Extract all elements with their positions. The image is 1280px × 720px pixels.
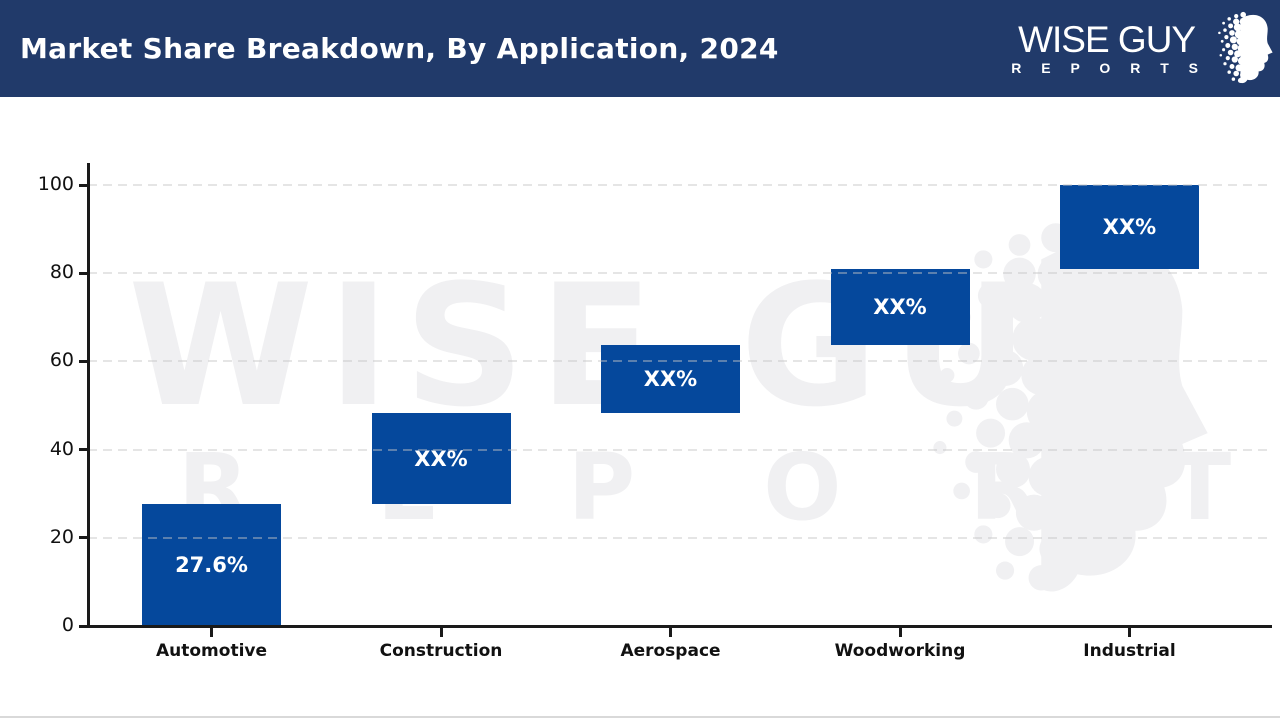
y-tick xyxy=(79,271,88,275)
y-tick-label: 0 xyxy=(61,614,74,636)
x-tick xyxy=(669,628,672,637)
bar-value-label: XX% xyxy=(1102,214,1157,239)
x-tick-label: Automotive xyxy=(155,641,268,661)
x-axis-spine xyxy=(87,625,1272,628)
y-tick-label: 40 xyxy=(49,437,74,460)
y-tick xyxy=(79,624,88,628)
gridline xyxy=(88,536,1271,539)
logo: WISE GUY R E P O R T S xyxy=(1007,21,1206,76)
y-tick xyxy=(79,359,88,363)
x-tick-label: Woodworking xyxy=(834,641,966,661)
y-tick-label: 60 xyxy=(49,349,74,372)
bar: 27.6% xyxy=(142,504,281,626)
x-tick xyxy=(210,628,213,637)
y-tick xyxy=(79,448,88,452)
bar-value-label: XX% xyxy=(643,367,698,392)
header: Market Share Breakdown, By Application, … xyxy=(0,0,1280,97)
x-tick xyxy=(439,628,443,637)
gridline xyxy=(88,360,1271,363)
x-tick xyxy=(898,628,902,637)
bar: XX% xyxy=(601,344,740,414)
y-tick-label: 100 xyxy=(37,173,74,195)
gridline xyxy=(88,184,1271,186)
x-tick-label: Aerospace xyxy=(620,641,721,661)
bar: XX% xyxy=(1060,185,1199,269)
logo-reports-text: R E P O R T S xyxy=(1011,60,1206,76)
bar: XX% xyxy=(371,413,511,505)
logo-wordmark: WISE GUY xyxy=(1018,19,1196,60)
y-tick-label: 20 xyxy=(49,525,74,548)
x-tick xyxy=(1128,628,1131,637)
bar: XX% xyxy=(830,268,970,345)
bar-value-label: XX% xyxy=(414,446,468,471)
gridline xyxy=(88,272,1271,275)
x-tick-label: Construction xyxy=(379,641,503,661)
bar-value-label: 27.6% xyxy=(175,553,248,578)
y-tick xyxy=(79,536,88,540)
bottom-divider xyxy=(0,716,1280,718)
bar-value-label: XX% xyxy=(873,294,927,319)
gridline xyxy=(88,448,1271,451)
page-title: Market Share Breakdown, By Application, … xyxy=(20,32,779,65)
y-axis-spine xyxy=(87,163,90,628)
y-tick-label: 80 xyxy=(49,261,74,284)
y-tick xyxy=(79,183,88,187)
x-tick-label: Industrial xyxy=(1083,641,1176,661)
